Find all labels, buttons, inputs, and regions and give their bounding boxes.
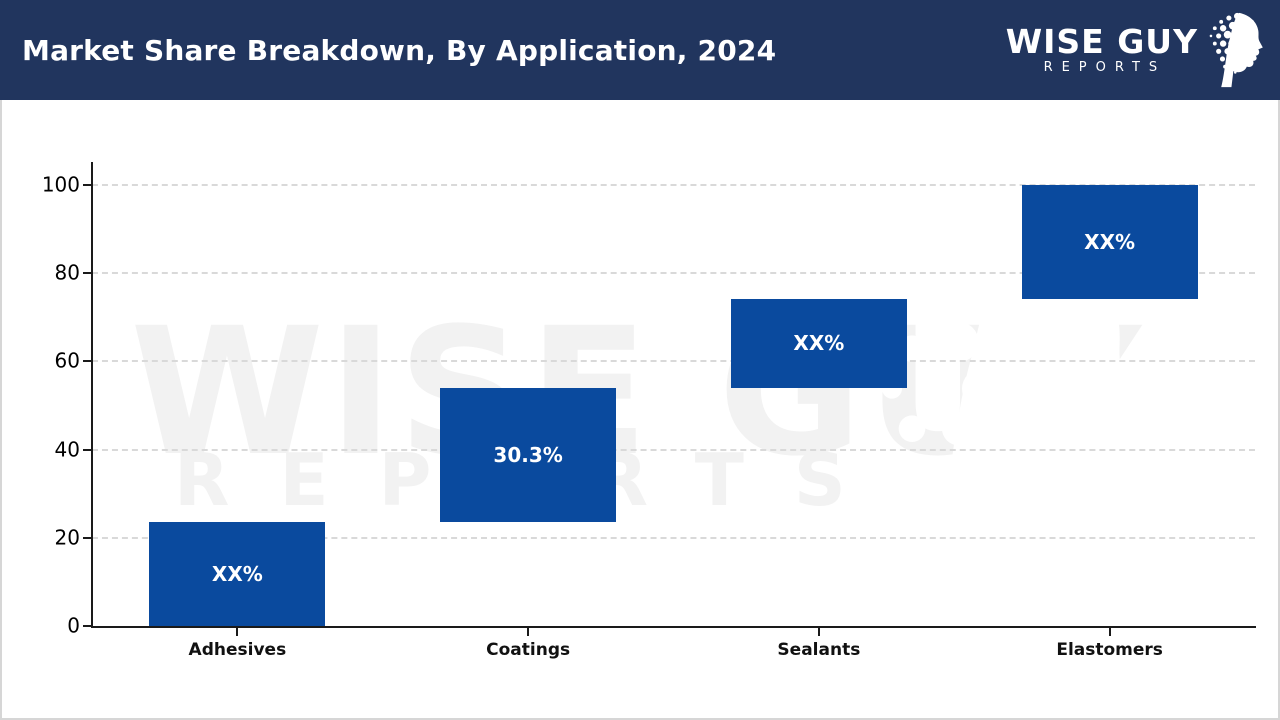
x-axis-tickmark — [1108, 628, 1111, 636]
y-axis-tickmark — [83, 272, 92, 275]
bar-adhesives: XX% — [149, 521, 326, 626]
bar-coatings: 30.3% — [440, 387, 617, 522]
brand-logo-text: WISE GUY REPORTS — [1005, 21, 1198, 76]
y-axis-tickmark — [83, 625, 92, 627]
y-axis-tick-label: 0 — [67, 613, 80, 638]
bar-value-label: XX% — [793, 331, 845, 356]
y-gridline — [92, 272, 1255, 275]
y-axis-line — [91, 162, 93, 628]
y-gridline — [92, 184, 1255, 186]
y-axis-tick-label: 60 — [54, 348, 80, 373]
y-axis-tick-label: 80 — [54, 260, 80, 285]
x-axis-category-label: Coatings — [486, 640, 571, 660]
y-gridline — [92, 360, 1255, 363]
y-axis-tick-label: 100 — [41, 172, 80, 197]
x-axis-tickmark — [527, 628, 530, 636]
x-axis-tickmark — [817, 628, 820, 636]
bar-value-label: XX% — [1084, 229, 1136, 254]
chart-canvas: WISE GUY REPORTS 020406080100XX%Adhesive… — [0, 100, 1280, 720]
y-gridline — [92, 448, 1255, 451]
y-axis-tick-label: 20 — [54, 525, 80, 550]
y-gridline — [92, 536, 1255, 539]
y-axis-tickmark — [83, 360, 92, 363]
brand-subname: REPORTS — [1043, 60, 1167, 76]
x-axis-category-label: Adhesives — [188, 640, 287, 660]
x-axis-category-label: Elastomers — [1056, 640, 1163, 660]
bar-elastomers: XX% — [1021, 185, 1198, 299]
bar-sealants: XX% — [730, 298, 907, 388]
page-title: Market Share Breakdown, By Application, … — [22, 33, 777, 67]
brand-name: WISE GUY — [1005, 21, 1198, 61]
x-axis-category-label: Sealants — [777, 640, 861, 660]
y-axis-tickmark — [83, 536, 92, 539]
dotted-face-profile-icon — [1209, 12, 1263, 88]
brand-logo: WISE GUY REPORTS — [1006, 6, 1266, 94]
x-axis-tickmark — [236, 628, 239, 636]
bar-value-label: 30.3% — [493, 442, 563, 467]
y-axis-tick-label: 40 — [54, 437, 80, 462]
y-axis-tickmark — [83, 184, 92, 186]
bar-value-label: XX% — [211, 561, 263, 586]
y-axis-tickmark — [83, 448, 92, 451]
x-axis-line — [91, 626, 1256, 628]
header-band: Market Share Breakdown, By Application, … — [0, 0, 1280, 100]
